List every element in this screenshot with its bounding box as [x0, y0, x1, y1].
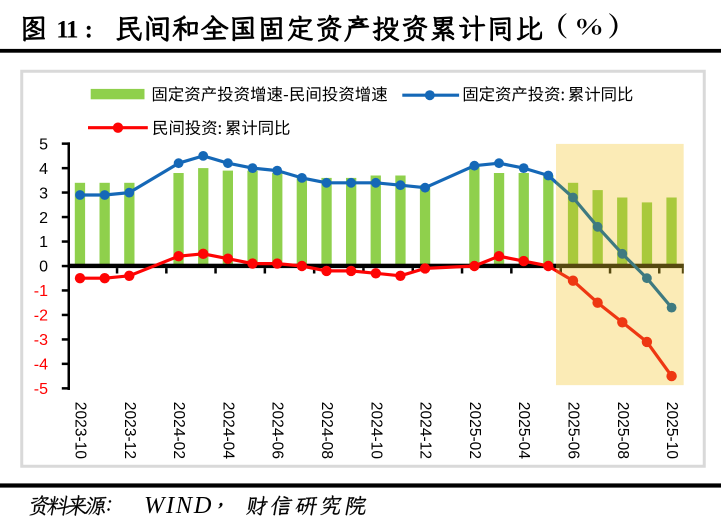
svg-text:-5: -5 — [34, 381, 48, 398]
svg-text:11: 11 — [56, 17, 78, 44]
svg-text:2024-10: 2024-10 — [367, 402, 384, 460]
svg-text:2: 2 — [39, 210, 48, 227]
svg-text:1: 1 — [39, 234, 48, 251]
svg-text:2024-04: 2024-04 — [219, 402, 236, 460]
svg-text:-2: -2 — [34, 308, 48, 325]
svg-text:-4: -4 — [34, 357, 48, 374]
svg-text:2025-10: 2025-10 — [663, 402, 680, 460]
svg-text:2025-02: 2025-02 — [466, 402, 483, 459]
svg-text:5: 5 — [39, 136, 48, 153]
svg-text:2024-12: 2024-12 — [417, 402, 434, 459]
svg-text:4: 4 — [39, 161, 48, 178]
svg-text:2024-06: 2024-06 — [269, 402, 286, 459]
svg-text:2024-02: 2024-02 — [170, 402, 187, 459]
svg-text:2024-08: 2024-08 — [318, 402, 335, 459]
svg-text::: : — [85, 17, 93, 44]
svg-text:0: 0 — [39, 259, 48, 276]
svg-text:-1: -1 — [34, 283, 48, 300]
svg-text:2025-06: 2025-06 — [565, 402, 582, 459]
svg-text:2023-12: 2023-12 — [121, 402, 138, 459]
svg-text:2025-04: 2025-04 — [515, 402, 532, 460]
svg-text:2025-08: 2025-08 — [614, 402, 631, 459]
svg-text:3: 3 — [39, 185, 48, 202]
svg-text:2023-10: 2023-10 — [72, 402, 89, 460]
svg-text:-3: -3 — [34, 332, 48, 349]
svg-text:WIND: WIND — [144, 492, 213, 519]
